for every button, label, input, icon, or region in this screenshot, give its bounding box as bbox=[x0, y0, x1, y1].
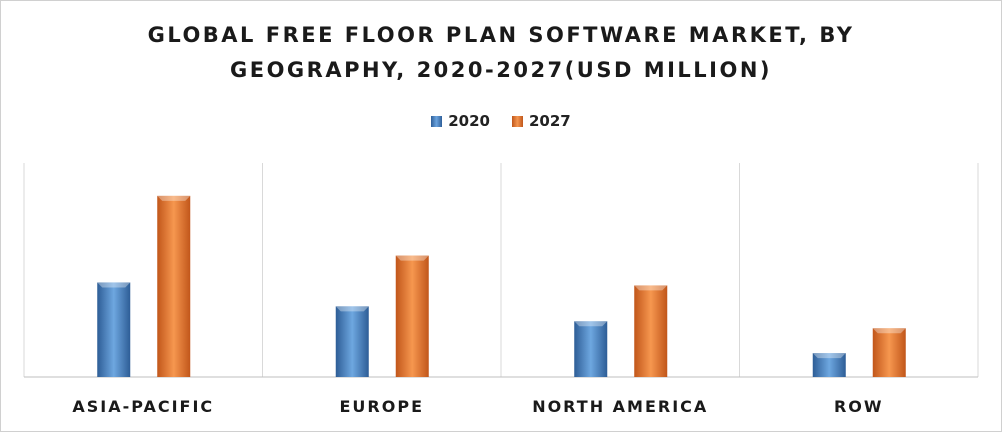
bar-bevel-north-america-2027 bbox=[634, 285, 668, 291]
category-label-north-america: NORTH AMERICA bbox=[532, 397, 708, 416]
legend-item-2027: 2027 bbox=[512, 112, 571, 130]
legend-item-2020: 2020 bbox=[431, 112, 490, 130]
bar-bevel-row-2020 bbox=[812, 353, 846, 359]
bar-bevel-europe-2020 bbox=[335, 306, 369, 312]
legend-swatch-2020 bbox=[431, 115, 443, 127]
legend-label-2020: 2020 bbox=[448, 112, 490, 130]
bar-europe-2020 bbox=[335, 306, 369, 377]
bar-north-america-2020 bbox=[574, 321, 608, 377]
legend-swatch-2027 bbox=[512, 115, 523, 127]
bar-row-2027 bbox=[872, 328, 906, 377]
bar-bevel-north-america-2020 bbox=[574, 321, 608, 327]
chart-title: GLOBAL FREE FLOOR PLAN SOFTWARE MARKET, … bbox=[0, 18, 1002, 88]
bar-asia-pacific-2020 bbox=[97, 282, 131, 377]
bar-bevel-europe-2027 bbox=[395, 255, 429, 261]
bar-asia-pacific-2027 bbox=[157, 195, 191, 377]
bar-bevel-asia-pacific-2027 bbox=[157, 195, 191, 201]
bar-bevel-asia-pacific-2020 bbox=[97, 282, 131, 288]
category-label-row: ROW bbox=[834, 397, 884, 416]
category-label-asia-pacific: ASIA-PACIFIC bbox=[72, 397, 214, 416]
bar-europe-2027 bbox=[395, 255, 429, 377]
bar-north-america-2027 bbox=[634, 285, 668, 377]
bar-bevel-row-2027 bbox=[872, 328, 906, 334]
legend-label-2027: 2027 bbox=[529, 112, 571, 130]
chart-title-line2: GEOGRAPHY, 2020-2027(USD MILLION) bbox=[229, 58, 773, 82]
chart-title-line1: GLOBAL FREE FLOOR PLAN SOFTWARE MARKET, … bbox=[147, 23, 855, 47]
bar-row-2020 bbox=[812, 353, 846, 377]
chart-legend: 2020 2027 bbox=[0, 112, 1002, 130]
category-label-europe: EUROPE bbox=[340, 397, 425, 416]
